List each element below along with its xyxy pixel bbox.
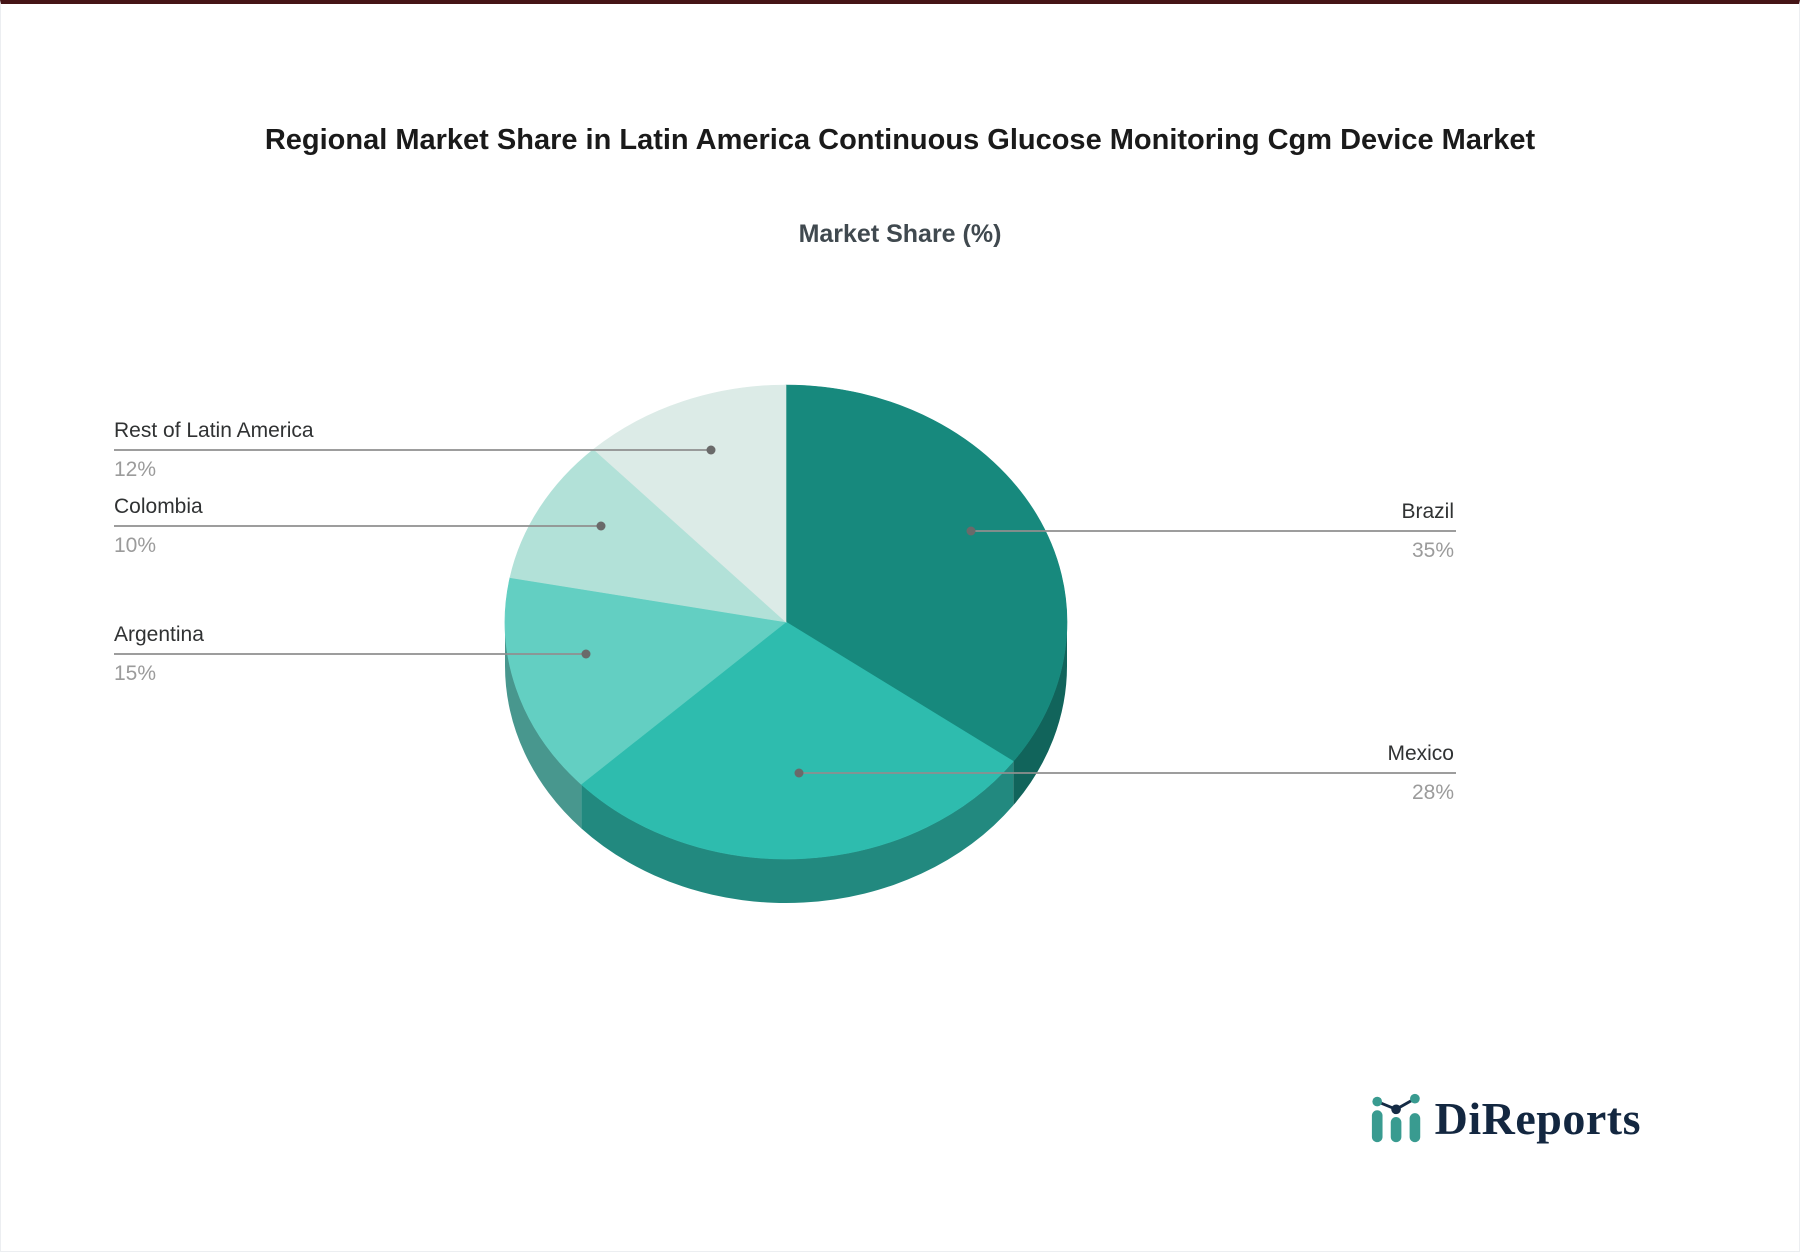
chart-subtitle: Market Share (%) [798, 220, 1002, 248]
logo-text: DiReports [1434, 1092, 1641, 1144]
slice-pct-colombia: 10% [114, 534, 157, 557]
pie-chart [114, 384, 1456, 903]
slice-label-rest-of-latin-america: Rest of Latin America [114, 419, 314, 442]
pie-slice-side-mexico [581, 761, 1014, 903]
slice-label-brazil: Brazil [1401, 500, 1454, 523]
slice-pct-brazil: 35% [1411, 539, 1454, 562]
leader-dot-rest-of-latin-america [706, 445, 716, 455]
slice-label-colombia: Colombia [114, 495, 203, 518]
slice-pct-mexico: 28% [1411, 781, 1454, 804]
leader-dot-argentina [581, 649, 591, 659]
pie-slice-argentina [504, 577, 787, 785]
leader-dot-brazil [966, 526, 976, 536]
leader-dot-colombia [596, 521, 606, 531]
slice-pct-rest-of-latin-america: 12% [114, 458, 157, 481]
pie-slice-colombia [509, 448, 787, 623]
slice-pct-argentina: 15% [114, 662, 157, 685]
bar-chart-logo-icon [1371, 1093, 1420, 1143]
pie-slice-rest-of-latin-america [593, 384, 787, 623]
slice-label-mexico: Mexico [1387, 742, 1454, 765]
leader-dot-mexico [794, 768, 804, 778]
pie-slice-mexico [580, 621, 1014, 860]
slice-label-argentina: Argentina [114, 623, 204, 646]
pie-slice-brazil [785, 384, 1068, 762]
pie-slice-side-brazil [1013, 622, 1067, 806]
chart-title: Regional Market Share in Latin America C… [264, 124, 1536, 156]
pie-slice-side-argentina [505, 622, 582, 829]
direports-logo: DiReports [1369, 1090, 1641, 1146]
